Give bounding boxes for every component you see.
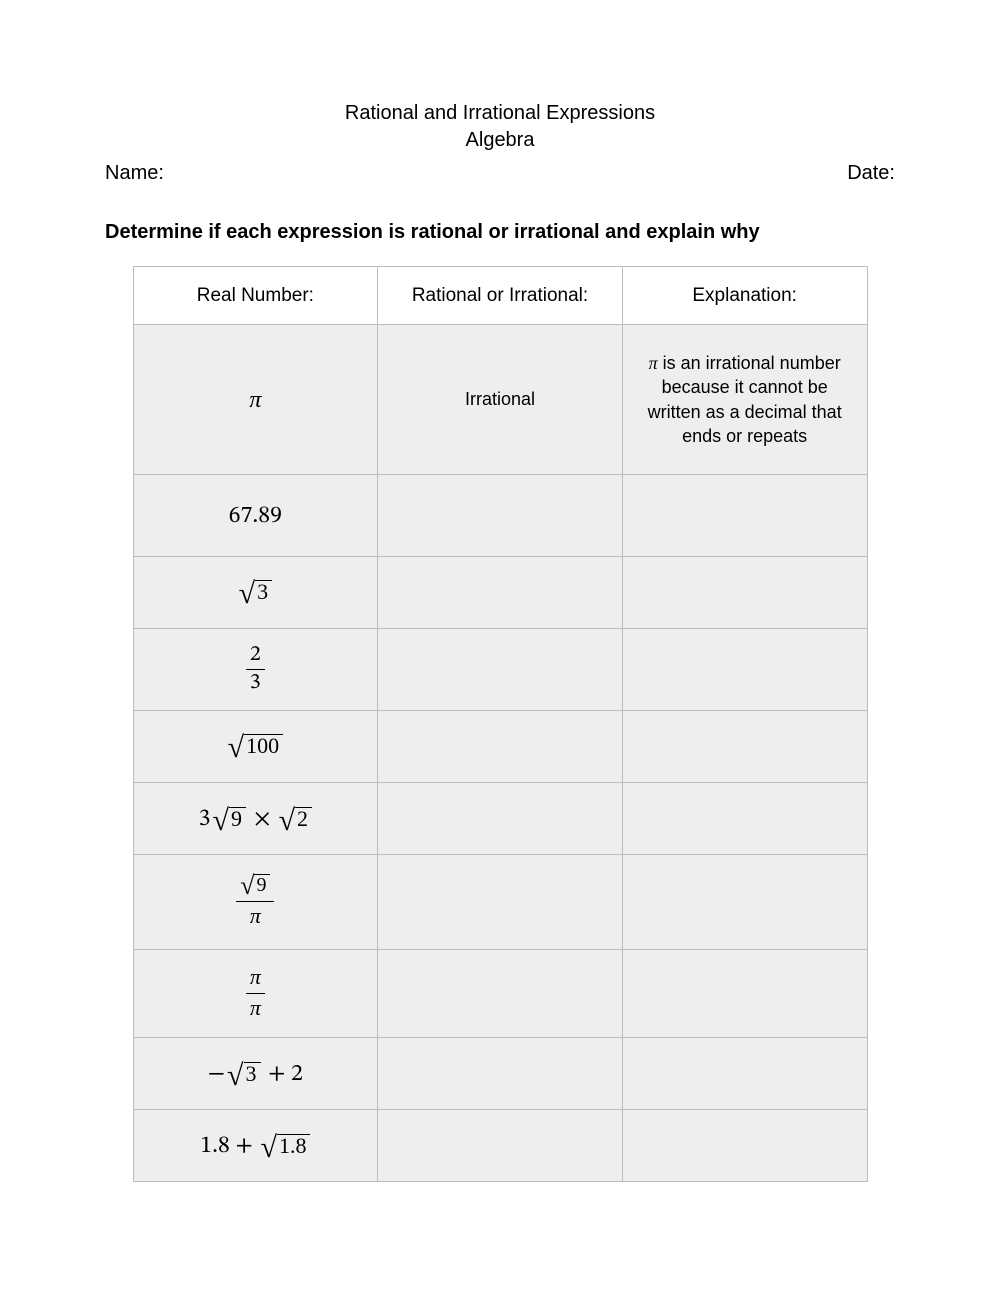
cell-classification <box>378 783 623 855</box>
cell-classification: Irrational <box>378 325 623 475</box>
cell-real-number: −√3 + 2 <box>133 1038 378 1110</box>
cell-explanation <box>622 783 867 855</box>
table-row: 23 <box>133 629 867 711</box>
table-row: √9 π <box>133 855 867 950</box>
cell-explanation <box>622 950 867 1038</box>
cell-real-number: √9 π <box>133 855 378 950</box>
table-row: √100 <box>133 711 867 783</box>
table-row: 67.89 <box>133 475 867 557</box>
cell-real-number: 23 <box>133 629 378 711</box>
cell-explanation: π is an irrational number because it can… <box>622 325 867 475</box>
expr-pi-over-pi: π π <box>246 963 265 1024</box>
cell-explanation <box>622 629 867 711</box>
expr-sqrt100: √100 <box>228 734 283 758</box>
table-row: π π <box>133 950 867 1038</box>
cell-classification <box>378 711 623 783</box>
explanation-text: π is an irrational number because it can… <box>637 351 853 448</box>
cell-real-number: √3 <box>133 557 378 629</box>
cell-real-number: 1.8 + √1.8 <box>133 1110 378 1182</box>
cell-explanation <box>622 855 867 950</box>
table-row: 3√9 × √2 <box>133 783 867 855</box>
table-header-row: Real Number: Rational or Irrational: Exp… <box>133 267 867 325</box>
cell-real-number: π <box>133 325 378 475</box>
cell-explanation <box>622 557 867 629</box>
table-row: π Irrational π is an irrational number b… <box>133 325 867 475</box>
expr-2-over-3: 23 <box>246 642 265 697</box>
cell-real-number: 3√9 × √2 <box>133 783 378 855</box>
cell-explanation <box>622 475 867 557</box>
table-row: 1.8 + √1.8 <box>133 1110 867 1182</box>
cell-explanation <box>622 1038 867 1110</box>
cell-classification <box>378 1110 623 1182</box>
cell-classification <box>378 950 623 1038</box>
cell-real-number: √100 <box>133 711 378 783</box>
worksheet-title-1: Rational and Irrational Expressions <box>105 100 895 127</box>
cell-classification <box>378 629 623 711</box>
cell-classification <box>378 475 623 557</box>
cell-explanation <box>622 711 867 783</box>
cell-classification <box>378 1038 623 1110</box>
col-header-explanation: Explanation: <box>622 267 867 325</box>
expr-negsqrt3-plus-2: −√3 + 2 <box>208 1062 303 1086</box>
expr-sqrt3: √3 <box>239 580 272 604</box>
col-header-real-number: Real Number: <box>133 267 378 325</box>
cell-real-number: 67.89 <box>133 475 378 557</box>
worksheet-title-2: Algebra <box>105 127 895 154</box>
col-header-classification: Rational or Irrational: <box>378 267 623 325</box>
cell-classification <box>378 557 623 629</box>
table-row: √3 <box>133 557 867 629</box>
instructions-text: Determine if each expression is rational… <box>105 221 895 244</box>
expr-pi: π <box>249 388 261 412</box>
expr-sqrt9-over-pi: √9 π <box>236 872 274 932</box>
cell-explanation <box>622 1110 867 1182</box>
expr-1p8-plus-sqrt1p8: 1.8 + √1.8 <box>200 1134 310 1158</box>
cell-classification <box>378 855 623 950</box>
name-label: Name: <box>105 162 164 185</box>
cell-real-number: π π <box>133 950 378 1038</box>
date-label: Date: <box>847 162 895 185</box>
table-row: −√3 + 2 <box>133 1038 867 1110</box>
worksheet-table: Real Number: Rational or Irrational: Exp… <box>133 266 868 1182</box>
expr-3sqrt9-times-sqrt2: 3√9 × √2 <box>199 807 312 831</box>
expr-67-89: 67.89 <box>229 504 282 528</box>
